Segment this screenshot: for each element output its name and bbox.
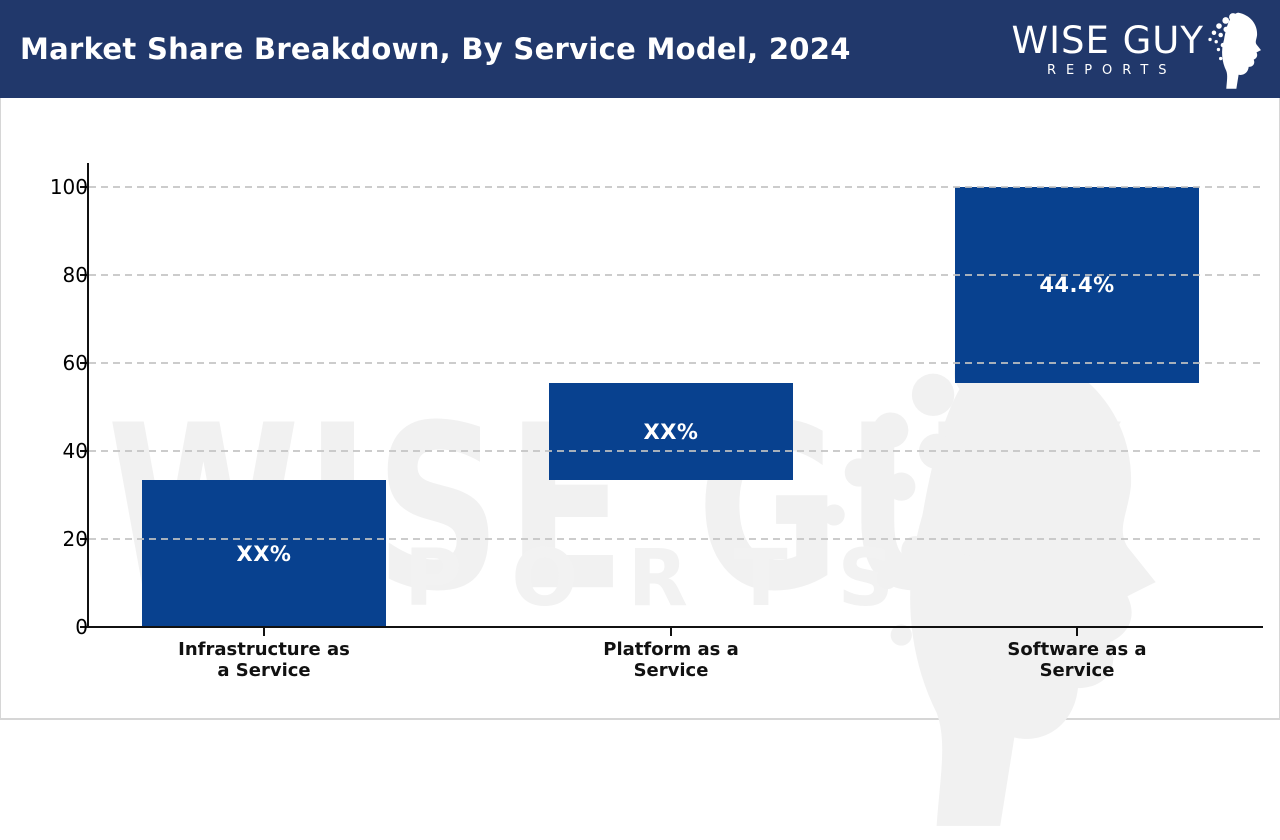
header-bar: Market Share Breakdown, By Service Model… xyxy=(0,0,1280,98)
bar-value-label: XX% xyxy=(643,419,699,444)
x-tick-mark xyxy=(670,628,672,636)
bar-segment: XX% xyxy=(142,480,386,627)
page-title: Market Share Breakdown, By Service Model… xyxy=(20,32,851,66)
y-tick-mark xyxy=(80,186,87,188)
brand-subtitle: REPORTS xyxy=(1046,62,1177,78)
y-tick-label: 0 xyxy=(75,615,88,639)
y-tick-mark xyxy=(80,626,87,628)
bar-value-label: 44.4% xyxy=(1039,273,1115,298)
x-category-label: Software as a Service xyxy=(927,639,1227,681)
x-category-label-line: Service xyxy=(1039,660,1115,681)
y-tick-label: 60 xyxy=(62,351,88,375)
y-tick-mark xyxy=(80,274,87,276)
y-tick-label: 20 xyxy=(62,527,88,551)
y-axis-line xyxy=(87,163,89,628)
x-category-label: Platform as a Service xyxy=(521,639,821,681)
x-category-label-line: Software as a xyxy=(1007,639,1147,660)
y-tick-mark xyxy=(80,538,87,540)
x-category-label-line: a Service xyxy=(217,660,311,681)
bar-segment: XX% xyxy=(549,382,793,481)
brand-logo-text: WISE GUY REPORTS xyxy=(1012,22,1204,77)
x-tick-mark xyxy=(263,628,265,636)
bar-segment: 44.4% xyxy=(955,187,1199,383)
brand-logo: WISE GUY REPORTS xyxy=(1012,7,1266,91)
y-tick-mark xyxy=(80,362,87,364)
x-axis-line xyxy=(87,626,1263,628)
brand-face-icon xyxy=(1208,12,1261,89)
y-tick-mark xyxy=(80,450,87,452)
x-category-label-line: Infrastructure as xyxy=(178,639,350,660)
x-category-label-line: Service xyxy=(633,660,709,681)
x-tick-mark xyxy=(1076,628,1078,636)
y-tick-label: 100 xyxy=(49,175,88,199)
x-category-label-line: Platform as a xyxy=(603,639,739,660)
y-tick-label: 80 xyxy=(62,263,88,287)
x-category-label: Infrastructure as a Service xyxy=(114,639,414,681)
bar-value-label: XX% xyxy=(236,541,292,566)
y-tick-label: 40 xyxy=(62,439,88,463)
brand-name: WISE GUY xyxy=(1011,18,1204,62)
watermark-face-icon xyxy=(823,345,1156,826)
